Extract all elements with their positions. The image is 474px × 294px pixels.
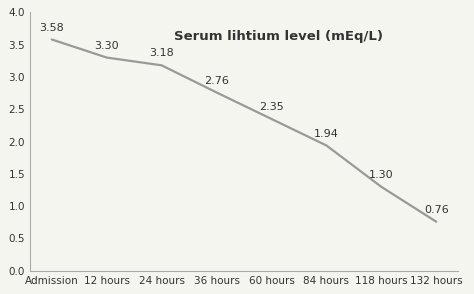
Text: 1.94: 1.94	[314, 128, 339, 138]
Text: 0.76: 0.76	[424, 205, 448, 215]
Text: 3.30: 3.30	[94, 41, 119, 51]
Text: Serum lihtium level (mEq/L): Serum lihtium level (mEq/L)	[174, 30, 383, 44]
Text: 1.30: 1.30	[369, 170, 393, 180]
Text: 2.76: 2.76	[204, 76, 229, 86]
Text: 2.35: 2.35	[259, 102, 284, 112]
Text: 3.58: 3.58	[39, 23, 64, 33]
Text: 3.18: 3.18	[149, 49, 174, 59]
